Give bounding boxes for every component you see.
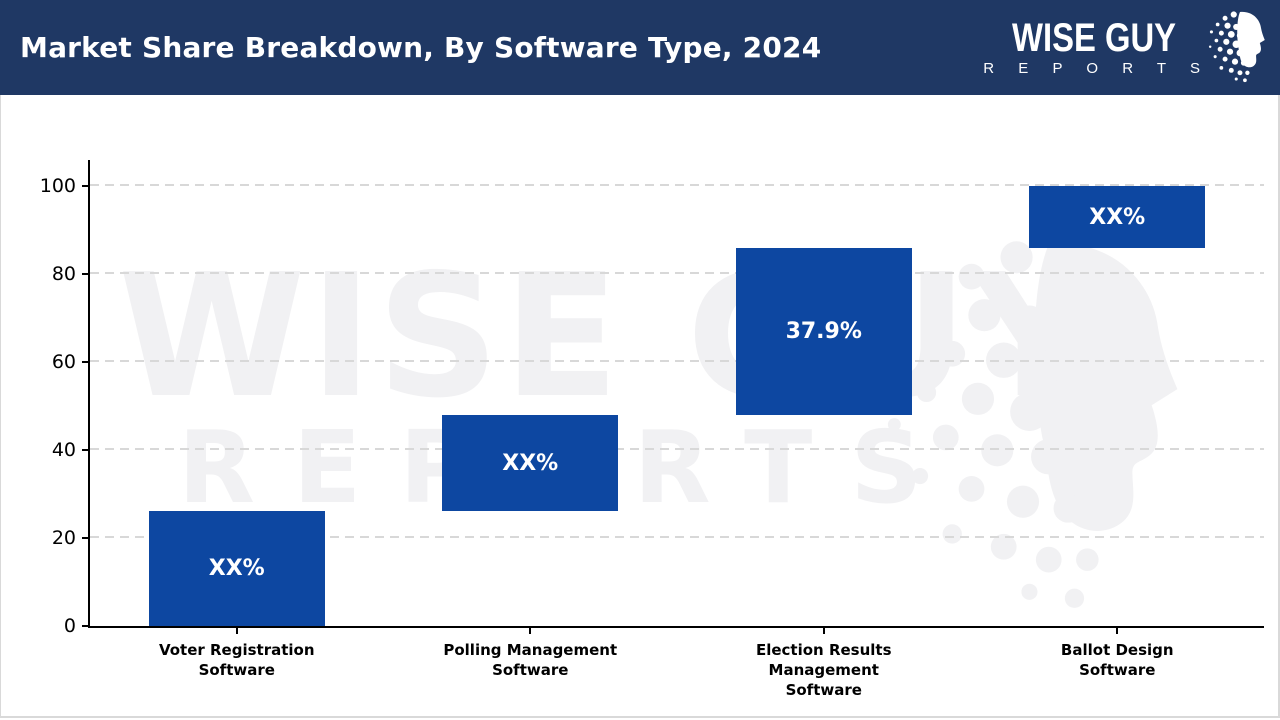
y-tick-mark-60	[82, 361, 90, 364]
bar-value-label-3: 37.9%	[785, 319, 862, 345]
x-category-label-line: Software	[492, 661, 569, 679]
x-category-label-3: Election Results Management Software	[684, 640, 964, 700]
x-category-label-1: Voter Registration Software	[97, 640, 377, 680]
header-bar: Market Share Breakdown, By Software Type…	[0, 0, 1280, 95]
wise-guy-reports-logo: WISE GUY R E P O R T S	[977, 4, 1266, 92]
y-tick-label-0: 0	[63, 615, 76, 637]
head-profile-icon	[1204, 10, 1266, 86]
x-category-label-4: Ballot Design Software	[977, 640, 1257, 680]
x-category-label-line: Software	[1079, 661, 1156, 679]
y-tick-label-100: 100	[39, 175, 76, 198]
x-tick-mark-2	[529, 626, 532, 634]
x-category-label-line: Voter Registration	[158, 641, 315, 659]
y-tick-label-80: 80	[51, 263, 76, 286]
x-category-label-line: Ballot Design	[1060, 641, 1174, 659]
y-tick-label-60: 60	[51, 351, 76, 374]
figure-frame	[0, 95, 1280, 718]
x-category-label-line: Management	[768, 661, 879, 679]
bar-value-label-4: XX%	[1089, 204, 1146, 230]
plot-area: 0 20 40 60 80 100 XX% Voter Registration Softwar…	[40, 160, 1264, 699]
bar-value-label-1: XX%	[208, 556, 265, 582]
y-tick-mark-0	[82, 625, 90, 627]
y-tick-mark-100	[82, 185, 90, 188]
gridline-y-100	[90, 184, 1264, 187]
chart-title: Market Share Breakdown, By Software Type…	[20, 31, 822, 64]
logo-text: WISE GUY R E P O R T S	[977, 18, 1210, 78]
gridline-y-60	[90, 360, 1264, 363]
gridline-y-20	[90, 536, 1264, 539]
y-tick-mark-80	[82, 273, 90, 276]
x-tick-mark-1	[235, 626, 238, 634]
y-tick-mark-20	[82, 537, 90, 540]
bar-segment-4: XX%	[1029, 186, 1206, 249]
y-tick-label-20: 20	[51, 527, 76, 550]
bar-segment-2: XX%	[442, 415, 619, 512]
x-category-label-line: Polling Management	[443, 641, 618, 659]
x-category-label-line: Software	[198, 661, 275, 679]
x-category-label-line: Software	[785, 681, 862, 699]
x-tick-mark-3	[822, 626, 825, 634]
x-category-label-line: Election Results	[755, 641, 892, 659]
gridline-y-40	[90, 448, 1264, 451]
bar-segment-3: 37.9%	[735, 248, 912, 415]
gridline-y-80	[90, 272, 1264, 275]
x-category-label-2: Polling Management Software	[390, 640, 670, 680]
logo-reports-text: R E P O R T S	[983, 60, 1210, 77]
y-tick-label-40: 40	[51, 439, 76, 462]
bar-segment-1: XX%	[148, 511, 325, 626]
y-tick-mark-40	[82, 449, 90, 452]
logo-wiseguy-text: WISE GUY	[1011, 16, 1176, 60]
bar-value-label-2: XX%	[502, 450, 559, 476]
x-tick-mark-4	[1116, 626, 1119, 634]
